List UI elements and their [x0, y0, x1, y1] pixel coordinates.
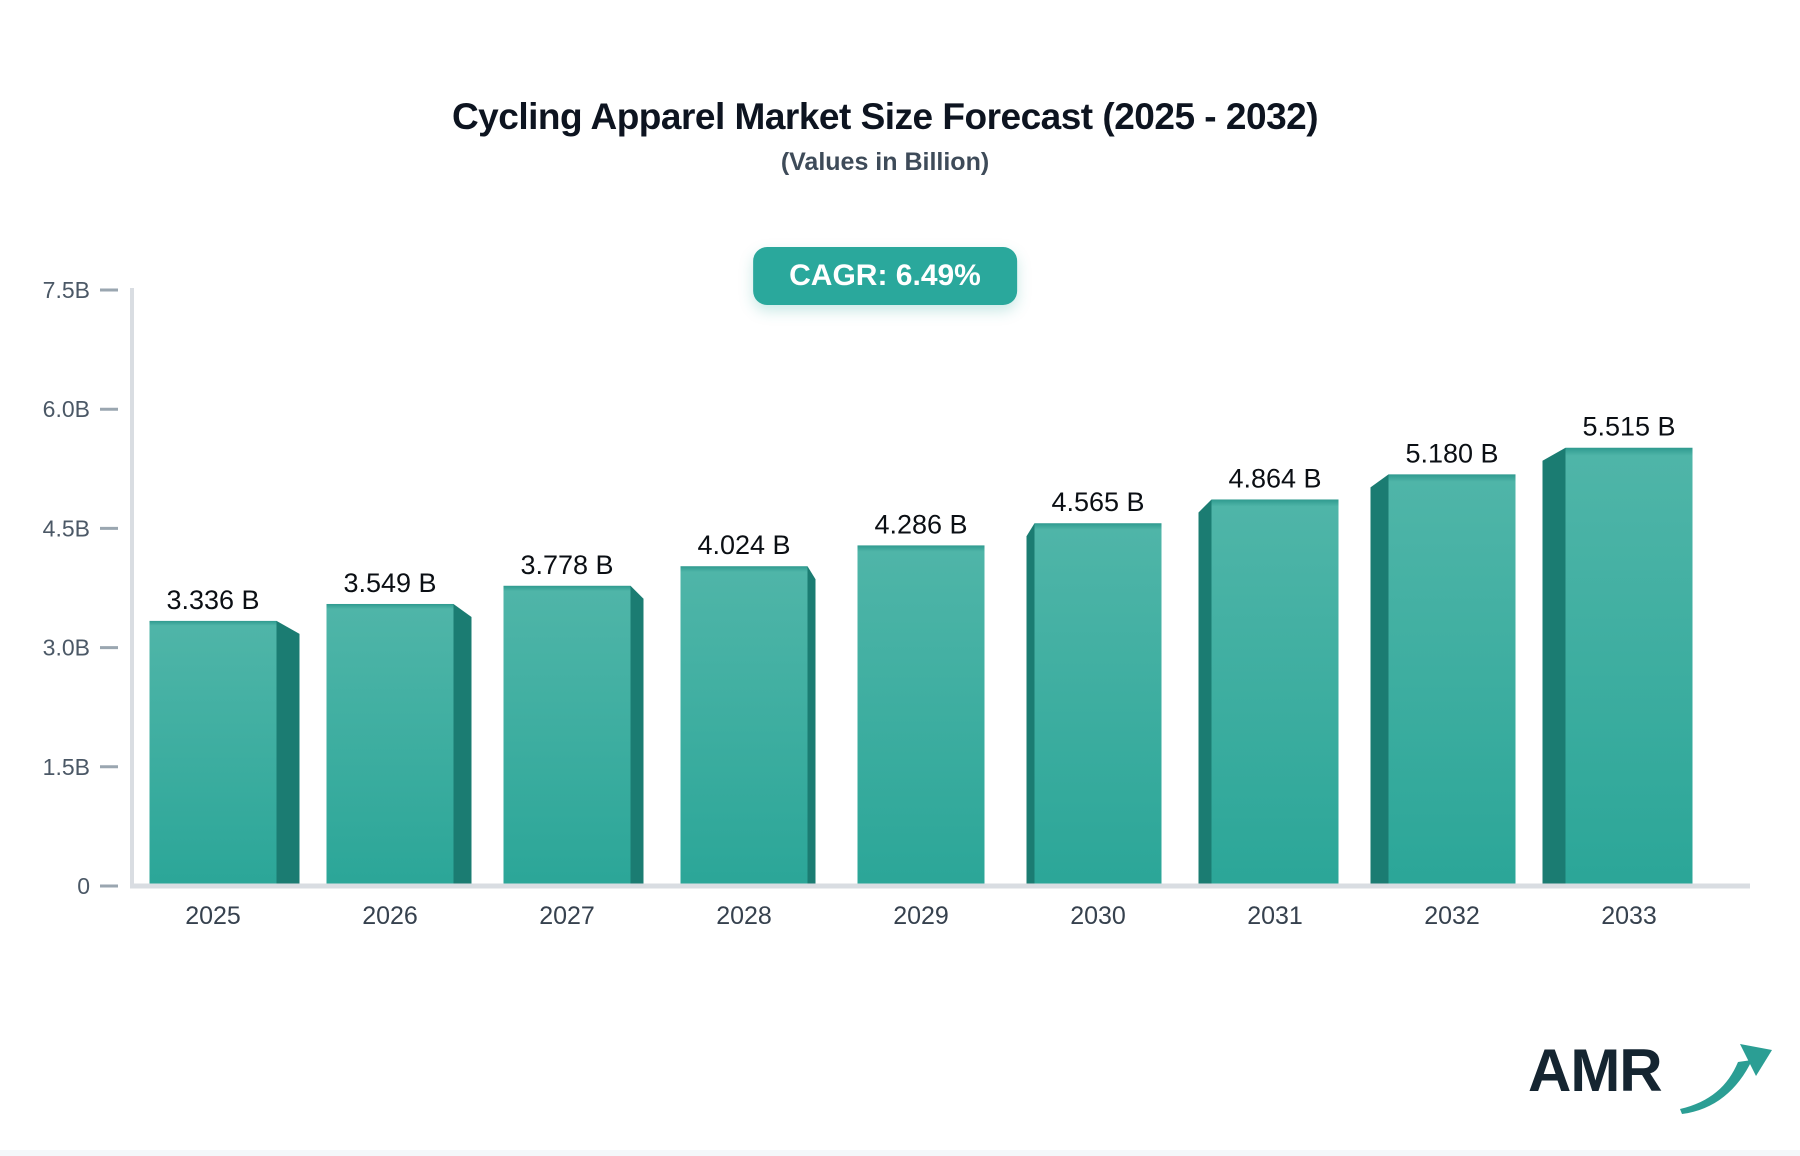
bar-side-face: [630, 585, 644, 886]
y-tick-label: 0: [77, 873, 90, 899]
bar: [326, 603, 454, 886]
bar-value-label: 3.336 B: [166, 585, 259, 615]
y-tick-label: 1.5B: [43, 754, 90, 780]
bar-side-face: [1026, 523, 1035, 886]
page-bottom-strip: [0, 1150, 1800, 1156]
x-axis-label: 2031: [1247, 902, 1303, 930]
bar-value-label: 4.864 B: [1228, 463, 1321, 493]
bar-value-label: 4.286 B: [874, 509, 967, 539]
x-axis-label: 2030: [1070, 902, 1126, 930]
x-axis-label: 2033: [1601, 902, 1657, 930]
amr-logo: AMR: [1528, 1030, 1778, 1120]
bar: [1388, 474, 1516, 886]
bar-side-face: [1370, 474, 1389, 886]
amr-logo-text: AMR: [1528, 1037, 1663, 1104]
bar: [1211, 499, 1339, 886]
x-axis-label: 2027: [539, 902, 595, 930]
bar-value-label: 3.778 B: [520, 550, 613, 580]
y-tick-label: 4.5B: [43, 515, 90, 541]
cagr-badge: CAGR: 6.49%: [753, 247, 1017, 305]
bar-value-label: 3.549 B: [343, 568, 436, 598]
bar-side-face: [807, 566, 816, 886]
x-axis-label: 2032: [1424, 902, 1480, 930]
bar: [857, 545, 985, 886]
bar: [680, 566, 808, 886]
bar: [1565, 447, 1693, 886]
bar-side-face: [453, 603, 472, 886]
bar-value-label: 4.024 B: [697, 530, 790, 560]
x-axis-label: 2029: [893, 902, 949, 930]
bar-value-label: 5.515 B: [1582, 412, 1675, 442]
bar-side-face: [1542, 447, 1566, 886]
y-tick-label: 7.5B: [43, 277, 90, 303]
bar-side-face: [276, 620, 300, 886]
page-subtitle: (Values in Billion): [780, 148, 990, 176]
x-axis-label: 2028: [716, 902, 772, 930]
bar: [1034, 523, 1162, 886]
y-tick-label: 6.0B: [43, 396, 90, 422]
bar: [149, 620, 277, 886]
y-tick-label: 3.0B: [43, 635, 90, 661]
bar-side-face: [1198, 499, 1212, 886]
x-axis-label: 2025: [185, 902, 241, 930]
bar: [503, 585, 631, 886]
bar-value-label: 4.565 B: [1051, 487, 1144, 517]
bar-value-label: 5.180 B: [1405, 438, 1498, 468]
page-title: Cycling Apparel Market Size Forecast (20…: [451, 96, 1319, 137]
x-axis-label: 2026: [362, 902, 418, 930]
trend-arrow-icon: [1680, 1044, 1772, 1114]
